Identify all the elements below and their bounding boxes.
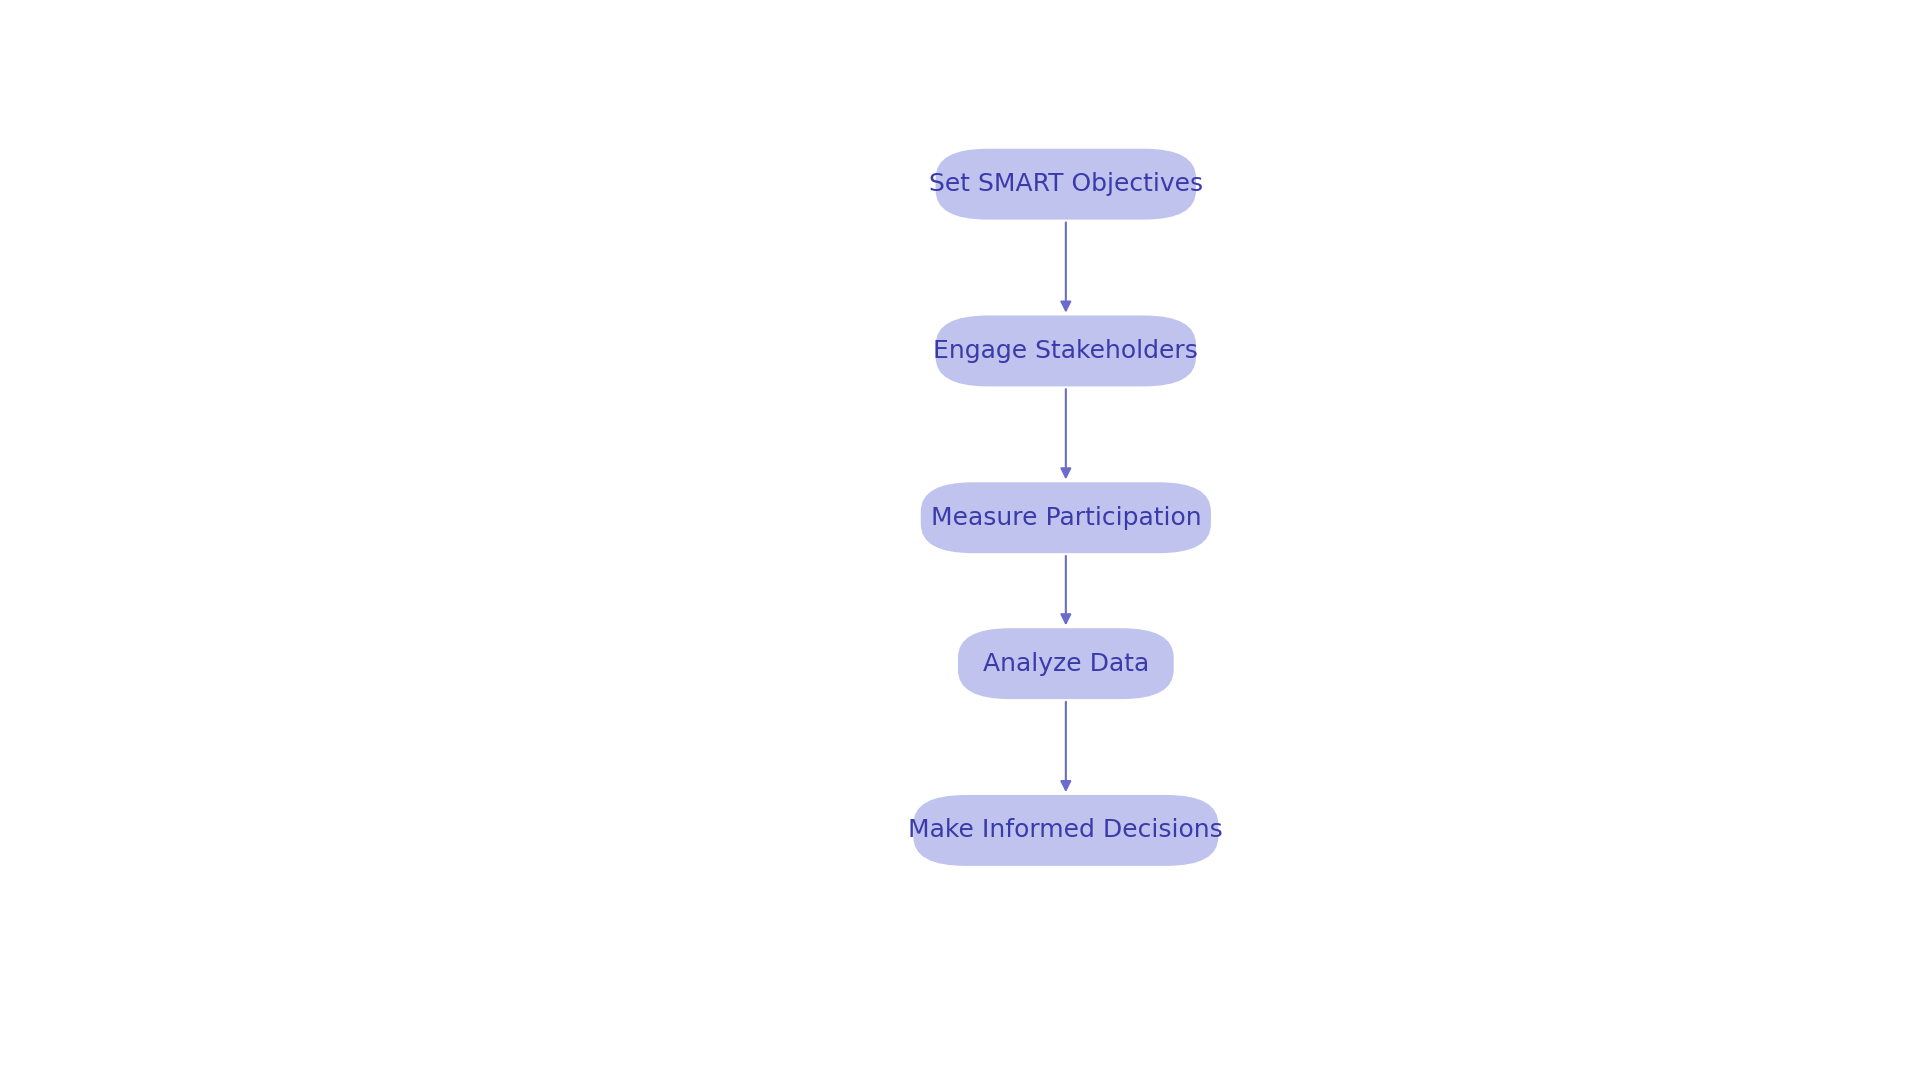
Text: Make Informed Decisions: Make Informed Decisions xyxy=(908,819,1223,843)
FancyBboxPatch shape xyxy=(935,148,1196,220)
FancyBboxPatch shape xyxy=(922,482,1212,553)
Text: Analyze Data: Analyze Data xyxy=(983,652,1148,676)
Text: Engage Stakeholders: Engage Stakeholders xyxy=(933,339,1198,363)
Text: Measure Participation: Measure Participation xyxy=(931,506,1202,530)
FancyBboxPatch shape xyxy=(958,628,1173,700)
FancyBboxPatch shape xyxy=(935,315,1196,387)
Text: Set SMART Objectives: Set SMART Objectives xyxy=(929,172,1204,196)
FancyBboxPatch shape xyxy=(914,795,1219,866)
